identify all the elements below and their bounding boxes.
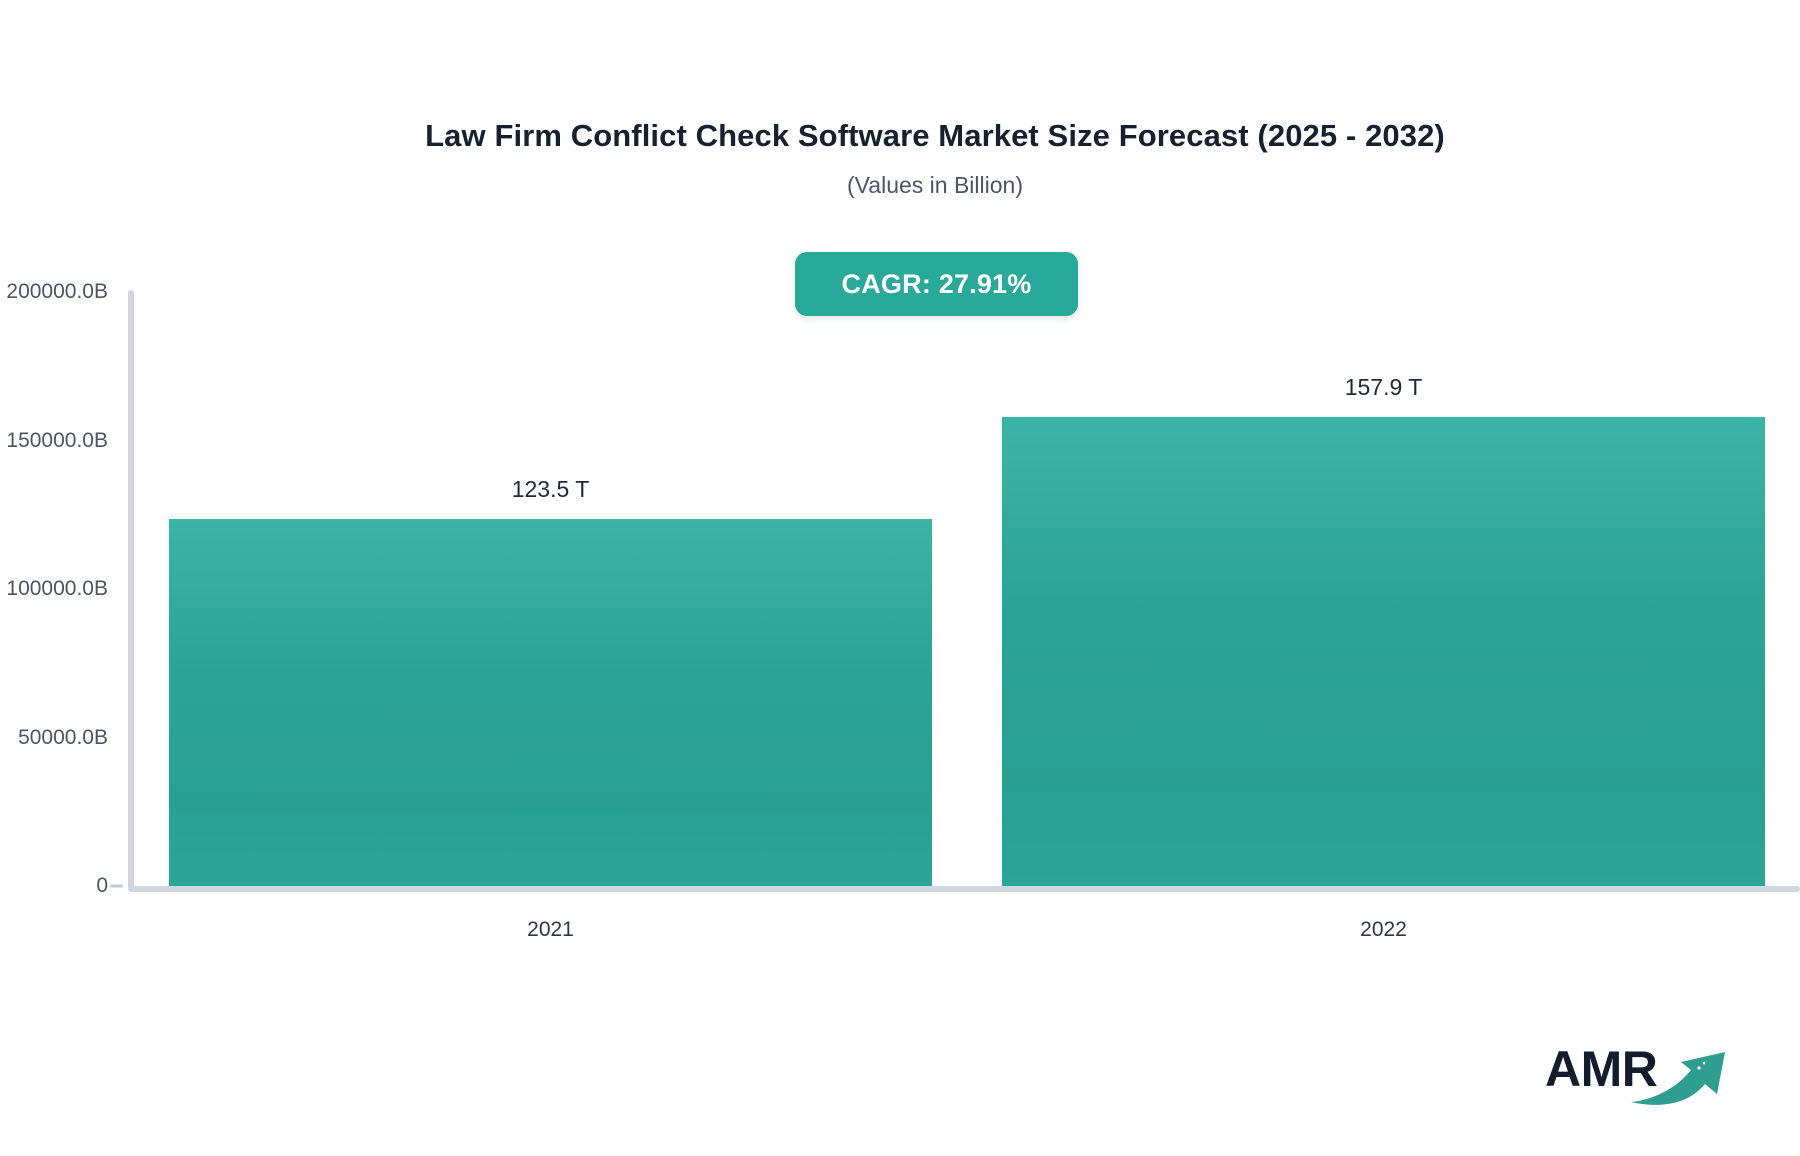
y-axis-tick-label: 100000.0B bbox=[6, 577, 108, 600]
y-axis-tick-mark bbox=[110, 884, 123, 888]
growth-arrow-icon bbox=[1631, 1052, 1725, 1105]
y-axis-tick-label: 200000.0B bbox=[6, 280, 108, 303]
amr-logo: AMR bbox=[1545, 1042, 1735, 1114]
y-axis-tick-label: 150000.0B bbox=[6, 428, 108, 452]
amr-logo-text: AMR bbox=[1545, 1041, 1658, 1097]
bar-value-label: 157.9 T bbox=[1344, 374, 1423, 401]
bar-value-label: 123.5 T bbox=[511, 476, 590, 503]
y-axis-tick-label: 0 bbox=[96, 874, 108, 897]
bar-2021 bbox=[169, 519, 932, 886]
bar-2022 bbox=[1002, 417, 1765, 886]
x-axis-tick-label: 2022 bbox=[1360, 918, 1407, 941]
y-axis-line bbox=[128, 290, 134, 890]
page-title: Law Firm Conflict Check Software Market … bbox=[425, 118, 1445, 153]
cagr-badge-label: CAGR: 27.91% bbox=[841, 268, 1032, 299]
x-axis-tick-label: 2021 bbox=[527, 918, 574, 941]
x-axis-line bbox=[128, 886, 1800, 892]
chart-subtitle: (Values in Billion) bbox=[847, 172, 1023, 198]
cagr-badge: CAGR: 27.91% bbox=[795, 252, 1078, 316]
y-axis-tick-label: 50000.0B bbox=[18, 725, 108, 749]
